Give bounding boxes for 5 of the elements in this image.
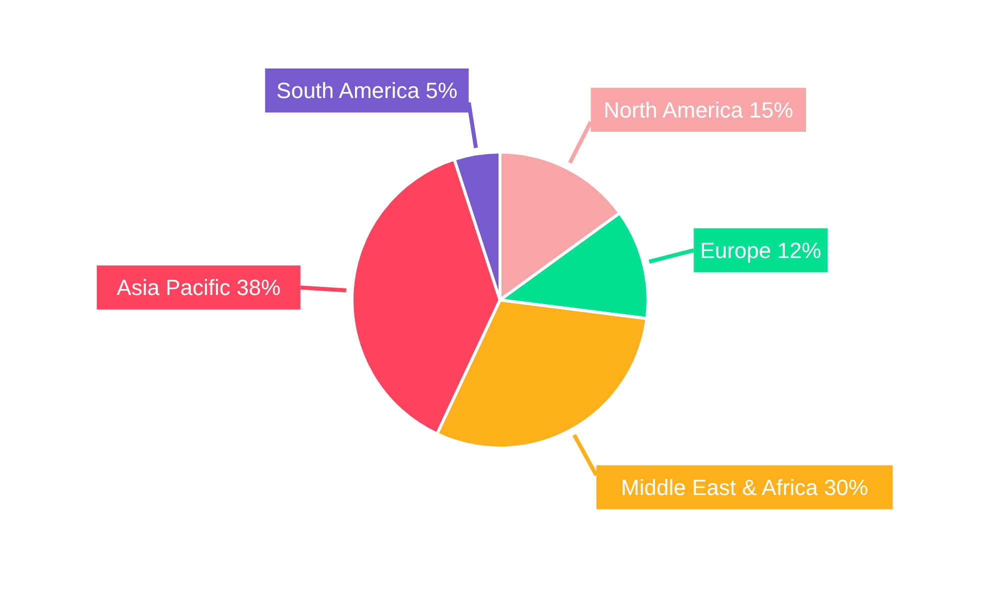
slice-label: Europe 12% [700, 238, 822, 263]
slice-label: Asia Pacific 38% [116, 274, 281, 300]
slice-label: Middle East & Africa 30% [621, 474, 868, 500]
slice-label: South America 5% [276, 78, 458, 103]
slice-label: North America 15% [604, 97, 794, 122]
